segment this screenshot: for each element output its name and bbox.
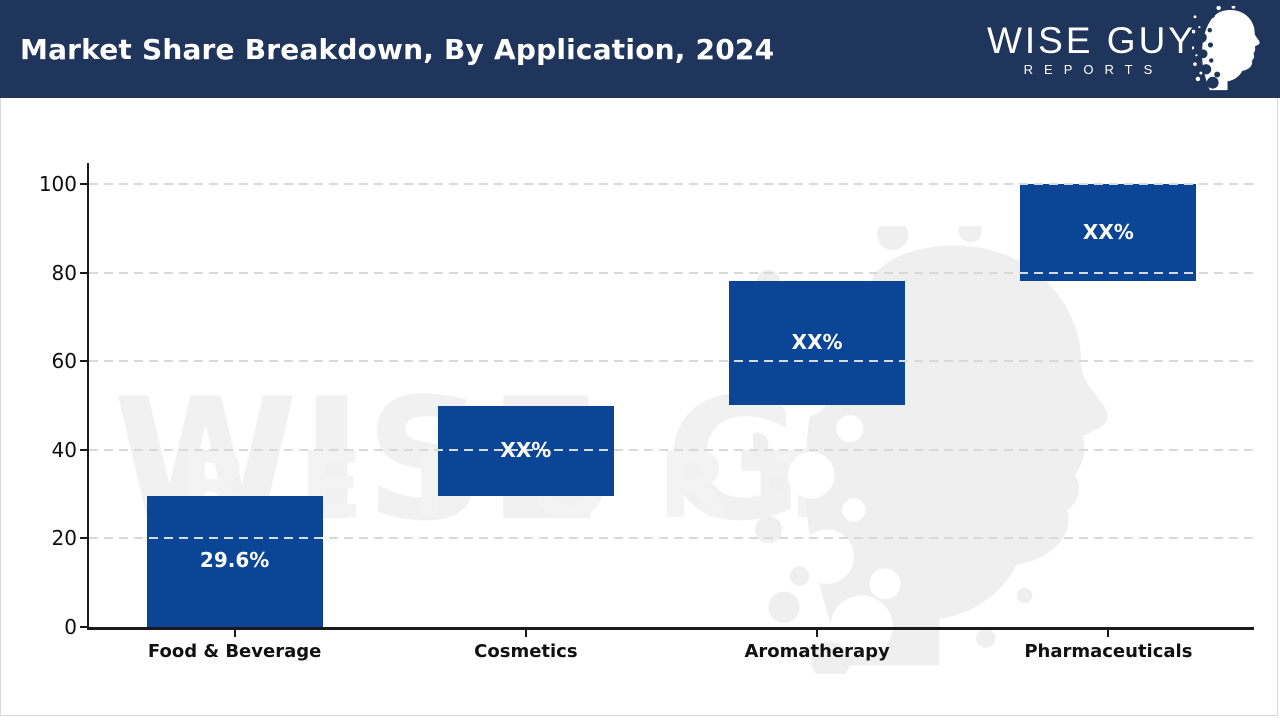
logo-subtext: REPORTS bbox=[1023, 61, 1164, 77]
y-axis-line bbox=[87, 163, 89, 629]
gridline-80 bbox=[89, 271, 1254, 274]
y-tick-label-80: 80 bbox=[51, 260, 77, 285]
plot: 0 20 40 60 80 100 29.6% Food & Beverage XX% Cosme… bbox=[1, 98, 1277, 715]
x-tick-1 bbox=[524, 629, 527, 637]
y-tick-40 bbox=[80, 448, 89, 451]
chart-title: Market Share Breakdown, By Application, … bbox=[20, 32, 775, 66]
y-tick-80 bbox=[80, 271, 89, 274]
bar-food-beverage bbox=[146, 495, 323, 627]
chart-area: WISE GUY REPORTS bbox=[0, 98, 1278, 716]
bar-value-label: XX% bbox=[500, 437, 552, 462]
x-tick-label-0: Food & Beverage bbox=[147, 641, 322, 662]
logo-text: WISE GUY REPORTS bbox=[987, 22, 1196, 77]
y-tick-label-20: 20 bbox=[51, 526, 77, 551]
y-tick-20 bbox=[80, 537, 89, 540]
gridline-40 bbox=[89, 448, 1254, 451]
brand-logo: WISE GUY REPORTS bbox=[987, 6, 1266, 92]
y-tick-label-40: 40 bbox=[51, 437, 77, 462]
x-tick-label-1: Cosmetics bbox=[474, 641, 578, 662]
bar-value-label: XX% bbox=[1082, 219, 1134, 244]
y-tick-label-100: 100 bbox=[38, 172, 77, 196]
y-tick-0 bbox=[80, 626, 89, 628]
gridline-60 bbox=[89, 360, 1254, 363]
x-tick-3 bbox=[1107, 629, 1110, 637]
y-tick-label-60: 60 bbox=[51, 349, 77, 374]
x-tick-0 bbox=[233, 629, 236, 637]
x-axis-line bbox=[87, 627, 1254, 630]
logo-wordmark: WISE GUY bbox=[986, 19, 1196, 61]
y-tick-60 bbox=[80, 360, 89, 363]
gridline-20 bbox=[89, 537, 1254, 540]
bar-value-label: 29.6% bbox=[199, 548, 270, 573]
bar-value-label: XX% bbox=[791, 330, 843, 355]
wiseguy-head-icon bbox=[1192, 6, 1260, 91]
y-tick-label-0: 0 bbox=[64, 615, 77, 639]
header-bar: Market Share Breakdown, By Application, … bbox=[0, 0, 1280, 98]
x-tick-label-2: Aromatherapy bbox=[744, 641, 890, 662]
x-tick-2 bbox=[816, 629, 819, 637]
gridline-100 bbox=[89, 183, 1254, 185]
y-tick-100 bbox=[80, 183, 89, 185]
x-tick-label-3: Pharmaceuticals bbox=[1024, 641, 1193, 662]
